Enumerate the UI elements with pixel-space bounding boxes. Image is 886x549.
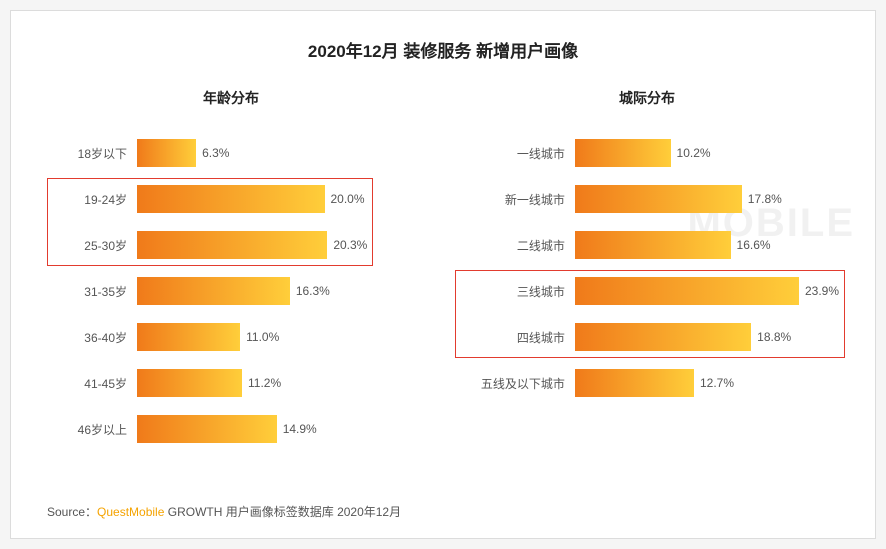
age-value-label: 11.2% xyxy=(242,376,281,390)
city-chart-rows: 一线城市 10.2% 新一线城市 17.8% 二线城市 16.6% 三线城市 23.9% 四线城… xyxy=(455,130,839,406)
city-bar-wrap: 23.9% xyxy=(575,277,839,305)
age-category-label: 31-35岁 xyxy=(47,283,137,300)
city-category-label: 新一线城市 xyxy=(455,191,575,208)
city-bar-wrap: 16.6% xyxy=(575,231,839,259)
age-value-label: 16.3% xyxy=(290,284,330,298)
city-row: 四线城市 18.8% xyxy=(455,314,839,360)
age-row: 25-30岁 20.3% xyxy=(47,222,415,268)
city-category-label: 一线城市 xyxy=(455,145,575,162)
age-bar-wrap: 20.3% xyxy=(137,231,415,259)
age-row: 46岁以上 14.9% xyxy=(47,406,415,452)
main-title: 2020年12月 装修服务 新增用户画像 xyxy=(47,37,839,62)
age-bar-wrap: 14.9% xyxy=(137,415,415,443)
age-row: 41-45岁 11.2% xyxy=(47,360,415,406)
city-bar-wrap: 10.2% xyxy=(575,139,839,167)
age-category-label: 25-30岁 xyxy=(47,237,137,254)
city-row: 三线城市 23.9% xyxy=(455,268,839,314)
age-category-label: 19-24岁 xyxy=(47,191,137,208)
city-value-label: 18.8% xyxy=(751,330,791,344)
age-bar xyxy=(137,231,327,259)
age-chart-title: 年龄分布 xyxy=(47,88,415,108)
source-rest: GROWTH 用户画像标签数据库 2020年12月 xyxy=(164,505,401,519)
age-bar xyxy=(137,323,240,351)
city-bar-wrap: 18.8% xyxy=(575,323,839,351)
city-category-label: 二线城市 xyxy=(455,237,575,254)
city-value-label: 10.2% xyxy=(671,146,711,160)
age-bar-wrap: 11.2% xyxy=(137,369,415,397)
city-row: 二线城市 16.6% xyxy=(455,222,839,268)
city-bar xyxy=(575,277,799,305)
city-category-label: 五线及以下城市 xyxy=(455,375,575,392)
age-bar xyxy=(137,139,196,167)
age-bar-wrap: 6.3% xyxy=(137,139,415,167)
chart-frame: MOBILE 2020年12月 装修服务 新增用户画像 年龄分布 18岁以下6.… xyxy=(10,10,876,539)
age-bar xyxy=(137,415,277,443)
age-bar xyxy=(137,277,290,305)
age-bar xyxy=(137,369,242,397)
city-bar-wrap: 12.7% xyxy=(575,369,839,397)
age-row: 19-24岁 20.0% xyxy=(47,176,415,222)
city-row: 一线城市 10.2% xyxy=(455,130,839,176)
age-bar-wrap: 20.0% xyxy=(137,185,415,213)
city-chart: 城际分布 一线城市 10.2% 新一线城市 17.8% 二线城市 16.6% 三线城市 23.… xyxy=(455,88,839,452)
city-bar xyxy=(575,323,751,351)
city-category-label: 四线城市 xyxy=(455,329,575,346)
source-brand: QuestMobile xyxy=(97,505,164,519)
city-bar xyxy=(575,139,671,167)
source-prefix: Source： xyxy=(47,505,97,519)
age-category-label: 36-40岁 xyxy=(47,329,137,346)
city-category-label: 三线城市 xyxy=(455,283,575,300)
age-value-label: 20.3% xyxy=(327,238,367,252)
age-value-label: 6.3% xyxy=(196,146,229,160)
age-chart-rows: 18岁以下 6.3% 19-24岁 20.0% 25-30岁 20.3% 31-35岁 16.… xyxy=(47,130,415,452)
city-bar-wrap: 17.8% xyxy=(575,185,839,213)
source-line: Source：QuestMobile GROWTH 用户画像标签数据库 2020… xyxy=(47,503,401,520)
city-value-label: 17.8% xyxy=(742,192,782,206)
city-row: 五线及以下城市 12.7% xyxy=(455,360,839,406)
city-value-label: 12.7% xyxy=(694,376,734,390)
city-bar xyxy=(575,185,742,213)
age-value-label: 20.0% xyxy=(325,192,365,206)
age-category-label: 41-45岁 xyxy=(47,375,137,392)
age-chart: 年龄分布 18岁以下 6.3% 19-24岁 20.0% 25-30岁 20.3% 31-3… xyxy=(47,88,415,452)
age-row: 31-35岁 16.3% xyxy=(47,268,415,314)
age-category-label: 18岁以下 xyxy=(47,145,137,162)
charts-container: 年龄分布 18岁以下 6.3% 19-24岁 20.0% 25-30岁 20.3% 31-3… xyxy=(47,88,839,452)
age-row: 36-40岁 11.0% xyxy=(47,314,415,360)
city-chart-title: 城际分布 xyxy=(455,88,839,108)
city-value-label: 16.6% xyxy=(731,238,771,252)
age-bar-wrap: 11.0% xyxy=(137,323,415,351)
age-bar-wrap: 16.3% xyxy=(137,277,415,305)
age-row: 18岁以下 6.3% xyxy=(47,130,415,176)
city-value-label: 23.9% xyxy=(799,284,839,298)
city-bar xyxy=(575,369,694,397)
age-category-label: 46岁以上 xyxy=(47,421,137,438)
age-value-label: 11.0% xyxy=(240,330,279,344)
city-bar xyxy=(575,231,731,259)
city-row: 新一线城市 17.8% xyxy=(455,176,839,222)
age-bar xyxy=(137,185,325,213)
age-value-label: 14.9% xyxy=(277,422,317,436)
